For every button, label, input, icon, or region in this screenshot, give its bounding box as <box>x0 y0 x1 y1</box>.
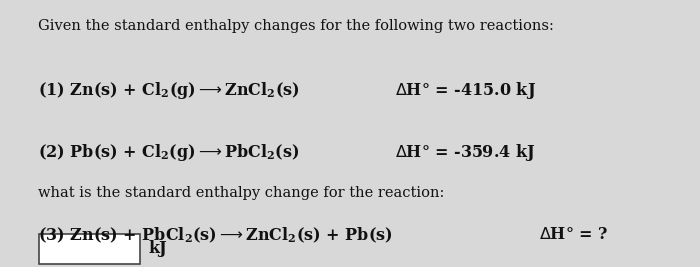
Text: (3) Zn(s) + PbCl$_{\mathregular{2}}$(s)$\longrightarrow$ZnCl$_{\mathregular{2}}$: (3) Zn(s) + PbCl$_{\mathregular{2}}$(s)$… <box>38 226 393 245</box>
Text: (2) Pb(s) + Cl$_{\mathregular{2}}$(g)$\longrightarrow$PbCl$_{\mathregular{2}}$(s: (2) Pb(s) + Cl$_{\mathregular{2}}$(g)$\l… <box>38 142 300 163</box>
Text: kJ: kJ <box>148 241 167 257</box>
Text: $\Delta$H° = -415.0 kJ: $\Delta$H° = -415.0 kJ <box>395 80 536 101</box>
Text: what is the standard enthalpy change for the reaction:: what is the standard enthalpy change for… <box>38 186 445 199</box>
Text: (1) Zn(s) + Cl$_{\mathregular{2}}$(g)$\longrightarrow$ZnCl$_{\mathregular{2}}$(s: (1) Zn(s) + Cl$_{\mathregular{2}}$(g)$\l… <box>38 80 300 101</box>
Text: Given the standard enthalpy changes for the following two reactions:: Given the standard enthalpy changes for … <box>38 19 554 33</box>
Text: $\Delta$H° = ?: $\Delta$H° = ? <box>539 226 608 243</box>
Text: $\Delta$H° = -359.4 kJ: $\Delta$H° = -359.4 kJ <box>395 142 536 163</box>
FancyBboxPatch shape <box>38 234 140 264</box>
